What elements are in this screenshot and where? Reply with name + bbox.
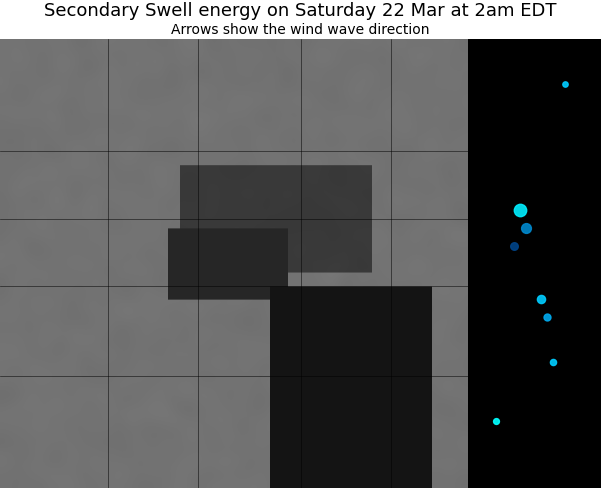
Point: [491, 417, 501, 425]
Point: [536, 296, 546, 304]
Point: [560, 81, 570, 89]
Point: [521, 224, 531, 232]
Text: Secondary Swell energy on Saturday 22 Mar at 2am EDT: Secondary Swell energy on Saturday 22 Ma…: [44, 2, 557, 20]
Point: [548, 359, 558, 366]
Point: [509, 242, 519, 250]
Point: [515, 206, 525, 214]
Text: Arrows show the wind wave direction: Arrows show the wind wave direction: [171, 23, 430, 37]
Point: [542, 314, 552, 322]
